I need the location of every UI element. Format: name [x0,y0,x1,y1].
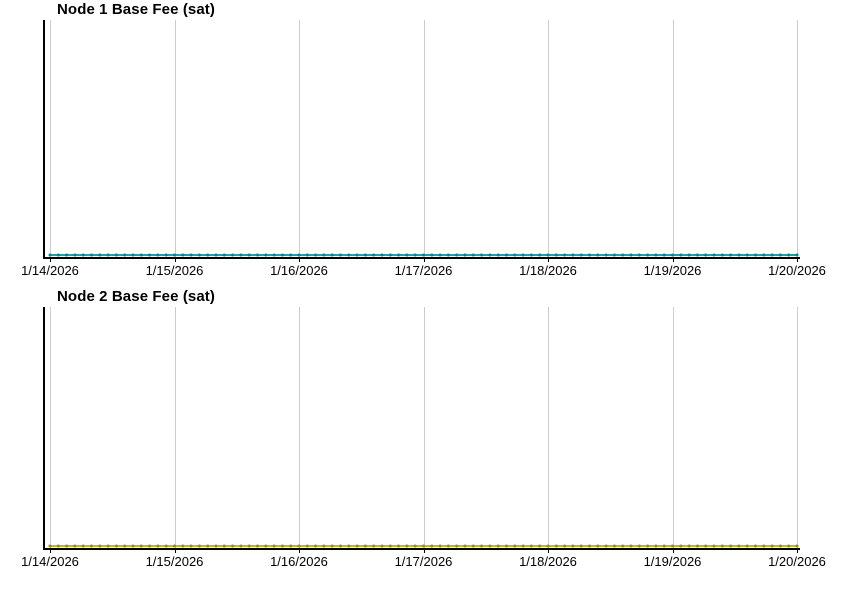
data-series [48,253,799,257]
x-axis-tick [423,257,425,262]
x-tick-label: 1/18/2026 [519,554,577,569]
gridline [50,20,51,257]
x-tick-label: 1/14/2026 [21,554,79,569]
chart-title: Node 1 Base Fee (sat) [57,1,215,18]
plot-area: 1/14/2026 1/15/2026 1/16/2026 1/17/2026 1/18… [0,287,860,580]
x-axis-tick [548,257,549,262]
y-axis-line [43,307,45,548]
x-tick-label: 1/19/2026 [643,554,702,569]
x-axis-tick [797,548,798,553]
chart-node-2-base-fee: Node 2 Base Fee (sat) 1/14/2026 1/15/2026… [0,287,860,580]
x-axis-tick [548,548,549,553]
gridline [797,307,798,548]
x-tick-label: 1/19/2026 [643,263,702,278]
x-axis-tick [50,257,51,262]
gridline [672,307,674,548]
x-tick-label: 1/20/2026 [768,554,826,569]
x-tick-label: 1/17/2026 [394,554,453,569]
gridline [548,307,549,548]
gridline [299,20,300,257]
x-axis-tick [299,257,300,262]
x-tick-label: 1/14/2026 [21,263,79,278]
chart-node-1-base-fee: Node 1 Base Fee (sat) 1/14/2026 1/15/2026… [0,0,860,283]
data-series [48,544,799,548]
gridline [797,20,798,257]
gridline [672,20,674,257]
x-axis-tick [174,548,176,553]
x-axis-line [43,548,800,550]
chart-title: Node 2 Base Fee (sat) [57,288,215,305]
plot-area: 1/14/2026 1/15/2026 1/16/2026 1/17/2026 1/18… [0,0,860,283]
gridline [174,20,176,257]
x-axis-tick [423,548,425,553]
x-tick-label: 1/16/2026 [270,263,328,278]
x-axis-line [43,257,800,259]
gridline [423,20,425,257]
gridline [174,307,176,548]
x-tick-label: 1/17/2026 [394,263,453,278]
gridline [423,307,425,548]
x-tick-label: 1/20/2026 [768,263,826,278]
x-axis-tick [672,257,674,262]
x-axis-tick [299,548,300,553]
x-axis-tick [174,257,176,262]
y-axis-line [43,20,45,257]
x-axis-tick [797,257,798,262]
gridline [50,307,51,548]
x-tick-label: 1/15/2026 [145,554,204,569]
x-tick-label: 1/18/2026 [519,263,577,278]
x-axis-tick [672,548,674,553]
x-axis-tick [50,548,51,553]
gridline [299,307,300,548]
gridline [548,20,549,257]
x-tick-label: 1/15/2026 [145,263,204,278]
x-tick-label: 1/16/2026 [270,554,328,569]
